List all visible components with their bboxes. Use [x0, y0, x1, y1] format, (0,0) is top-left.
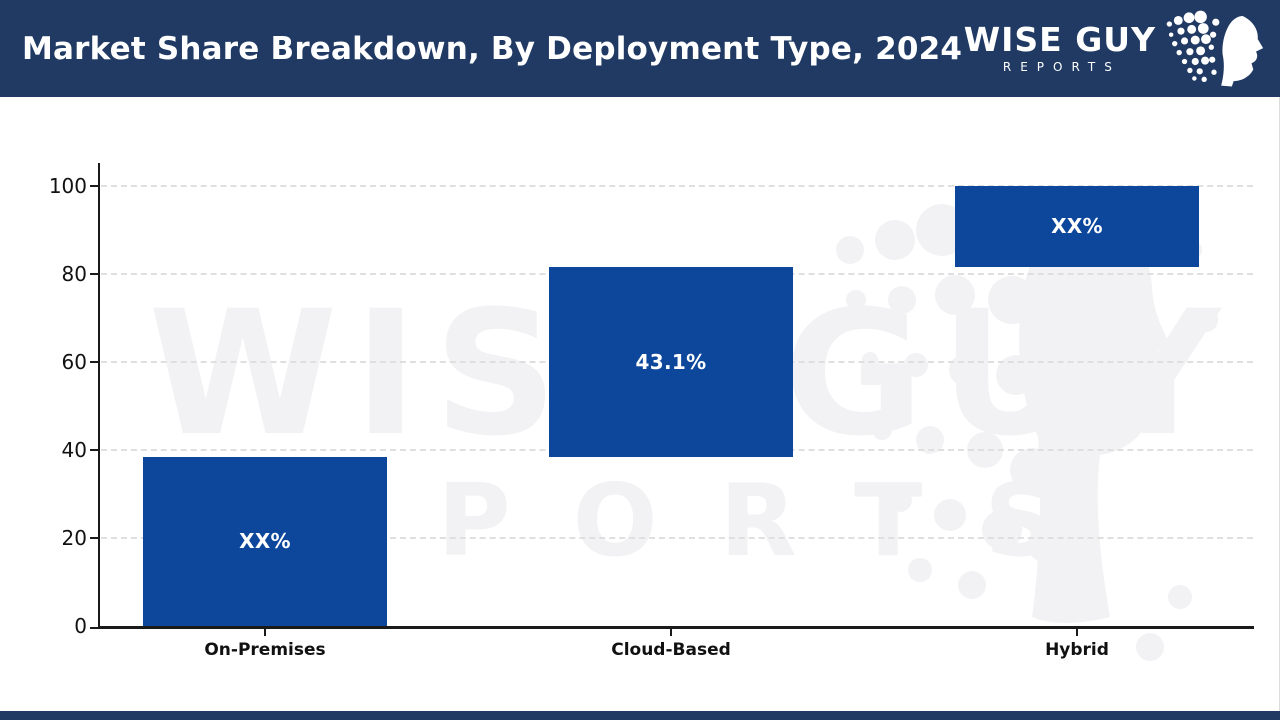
grid-line [101, 185, 1253, 187]
y-tick-label: 40 [61, 438, 87, 462]
x-axis-line [98, 626, 1254, 629]
category-label: On-Premises [204, 640, 326, 660]
brand-logo-text: WISE GUY REPORTS [964, 23, 1156, 74]
y-tick-label: 0 [74, 614, 87, 638]
y-axis-line [98, 163, 100, 629]
category-label: Cloud-Based [611, 640, 731, 660]
app-header: Market Share Breakdown, By Deployment Ty… [0, 0, 1280, 97]
bar-value-label: XX% [239, 529, 291, 554]
watermark-face-profile [1018, 216, 1170, 623]
bar-on-premises: XX% [143, 456, 387, 626]
grid-line [101, 537, 1253, 539]
dotted-face-profile-icon [1166, 10, 1264, 86]
logo-subtitle: REPORTS [1002, 60, 1121, 74]
y-tick-mark [90, 185, 98, 187]
footer-bar [0, 711, 1280, 720]
brand-logo: WISE GUY REPORTS [964, 7, 1280, 91]
bar-cloud-based: 43.1% [549, 266, 793, 457]
category-label: Hybrid [1045, 640, 1109, 660]
x-tick-mark [1076, 629, 1078, 636]
y-tick-mark [90, 273, 98, 275]
y-tick-mark [90, 627, 98, 629]
x-tick-mark [670, 629, 672, 636]
bar-value-label: XX% [1051, 214, 1103, 239]
y-tick-label: 80 [61, 262, 87, 286]
logo-wordmark: WISE GUY [963, 20, 1156, 59]
y-tick-mark [90, 361, 98, 363]
y-tick-mark [90, 537, 98, 539]
bar-chart-plot: 0 20 40 60 80 100 XX% On-Premises 43.1% Cloud-Bas… [0, 97, 1280, 711]
bar-hybrid: XX% [955, 186, 1199, 267]
y-tick-mark [90, 449, 98, 451]
x-tick-mark [264, 629, 266, 636]
bar-value-label: 43.1% [635, 349, 707, 374]
chart-canvas: WISE GUY REPORTS 0 20 40 60 80 100 XX% On-Premi… [0, 97, 1280, 711]
y-tick-label: 100 [48, 174, 87, 198]
y-tick-label: 60 [61, 350, 87, 374]
y-tick-label: 20 [61, 526, 87, 550]
page-title: Market Share Breakdown, By Deployment Ty… [22, 30, 963, 67]
